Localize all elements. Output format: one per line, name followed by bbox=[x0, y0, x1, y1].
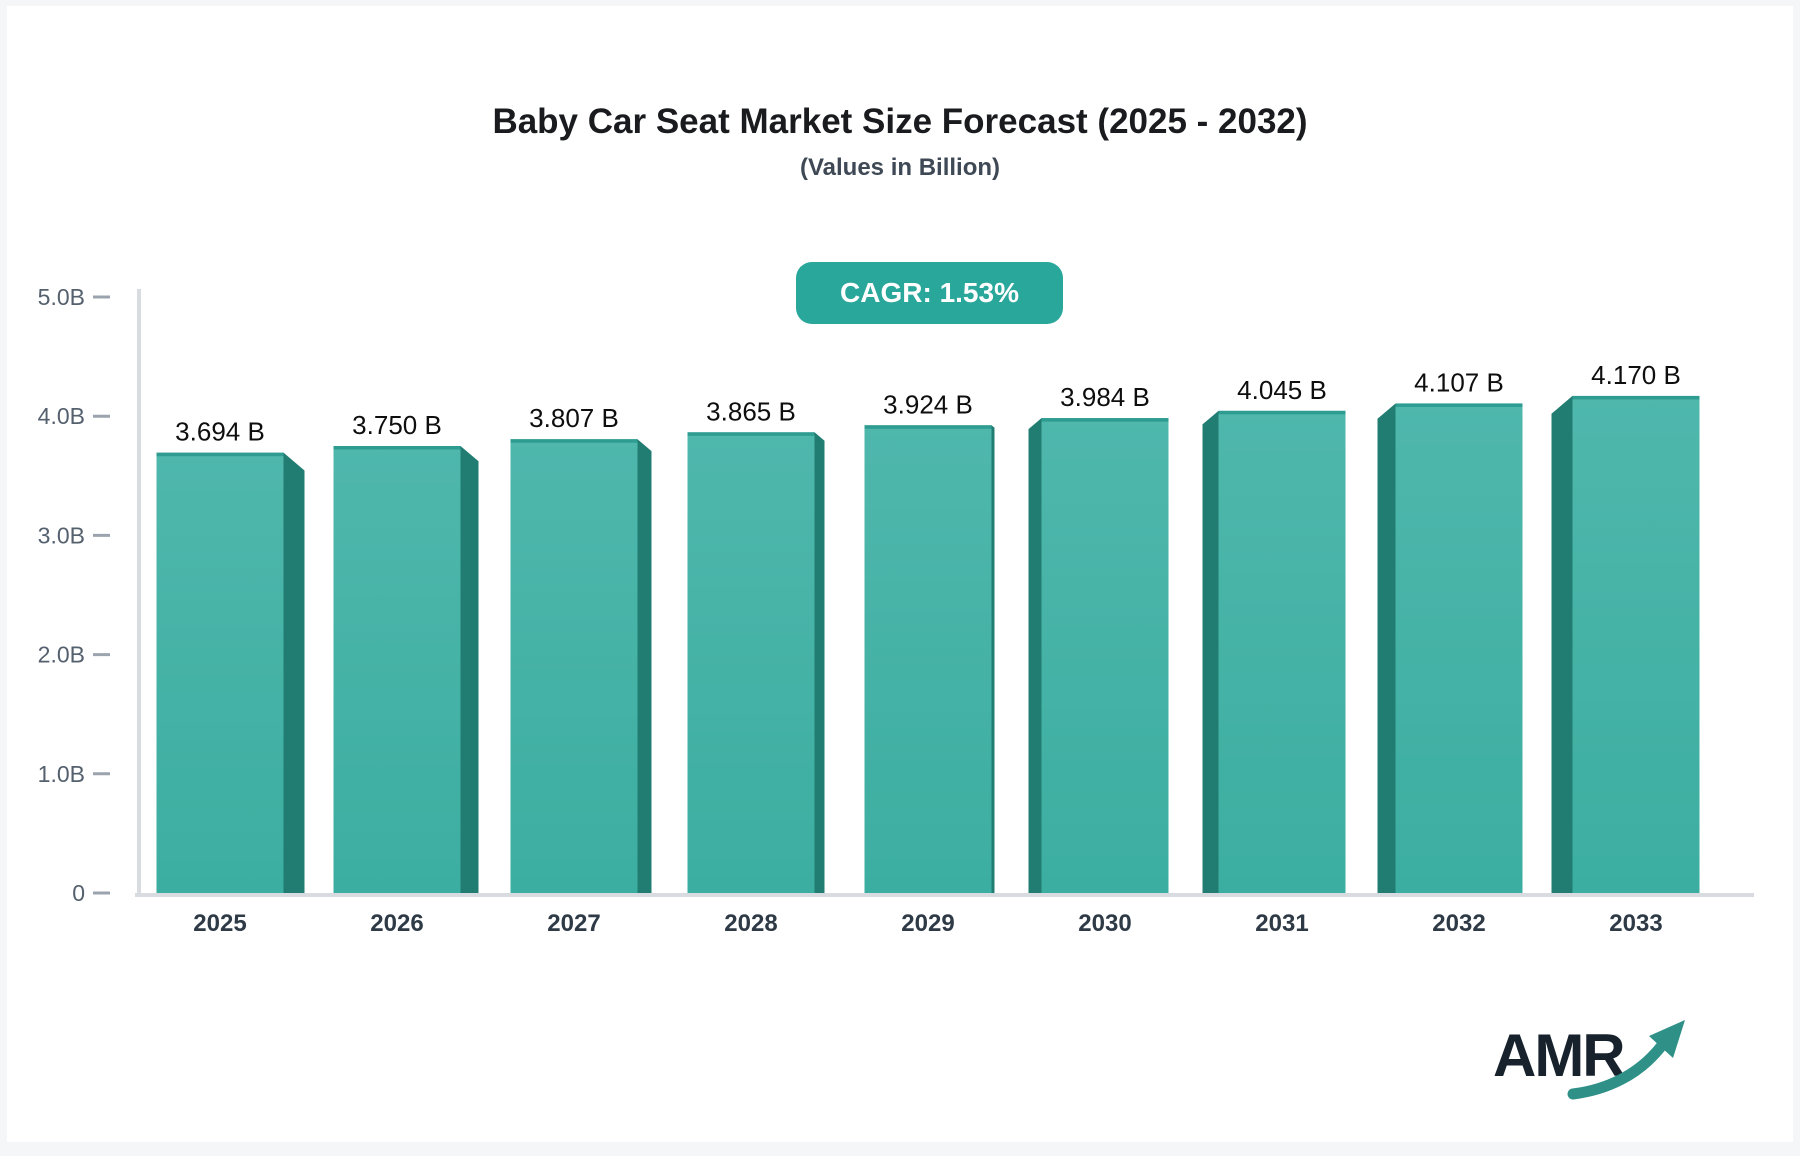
bar-side-2030 bbox=[1028, 418, 1042, 893]
chart-card: Baby Car Seat Market Size Forecast (2025… bbox=[7, 6, 1793, 1142]
bar-side-2028 bbox=[814, 432, 825, 893]
bar-value-label-2031: 4.045 B bbox=[1237, 375, 1327, 405]
chart-subtitle: (Values in Billion) bbox=[799, 154, 1001, 181]
x-tick-label-2027: 2027 bbox=[547, 910, 600, 937]
bar-top-edge-2027 bbox=[510, 439, 638, 443]
bar-value-label-2033: 4.170 B bbox=[1591, 360, 1681, 390]
chart-title: Baby Car Seat Market Size Forecast (2025… bbox=[492, 102, 1308, 141]
x-tick-label-2028: 2028 bbox=[724, 910, 777, 937]
bar-value-label-2026: 3.750 B bbox=[352, 410, 442, 440]
x-tick-label-2026: 2026 bbox=[370, 910, 423, 937]
bar-top-edge-2028 bbox=[687, 432, 815, 436]
y-tick-label: 1.0B bbox=[38, 761, 85, 787]
bar-top-edge-2031 bbox=[1218, 410, 1346, 415]
bar-top-edge-2029 bbox=[864, 425, 992, 429]
x-tick-label-2025: 2025 bbox=[193, 910, 246, 937]
bar-value-label-2029: 3.924 B bbox=[883, 389, 973, 419]
bar-side-2033 bbox=[1551, 395, 1573, 893]
cagr-badge: CAGR: 1.53% bbox=[796, 262, 1063, 324]
bar-side-2025 bbox=[283, 452, 305, 893]
bar-top-edge-2032 bbox=[1395, 403, 1523, 407]
bar-2028 bbox=[687, 432, 815, 893]
bar-2027 bbox=[510, 439, 638, 893]
bar-2031 bbox=[1218, 410, 1346, 893]
bar-side-2031 bbox=[1202, 410, 1219, 893]
bar-2025 bbox=[156, 452, 284, 893]
amr-logo: AMR bbox=[1493, 1014, 1685, 1100]
bar-2032 bbox=[1395, 403, 1523, 893]
bar-top-edge-2030 bbox=[1041, 418, 1169, 422]
bar-value-label-2032: 4.107 B bbox=[1414, 367, 1504, 397]
bar-top-edge-2033 bbox=[1572, 395, 1700, 400]
bar-2030 bbox=[1041, 418, 1169, 893]
growth-arrow-icon bbox=[1567, 1020, 1685, 1100]
x-tick-label-2030: 2030 bbox=[1078, 910, 1131, 937]
bar-2029 bbox=[864, 425, 992, 893]
bar-2026 bbox=[333, 446, 461, 893]
cagr-badge-label: CAGR: 1.53% bbox=[840, 277, 1019, 308]
x-tick-label-2031: 2031 bbox=[1255, 910, 1308, 937]
bar-side-2027 bbox=[637, 439, 652, 893]
y-tick-label: 0 bbox=[72, 880, 85, 906]
bar-value-label-2028: 3.865 B bbox=[706, 396, 796, 426]
bar-value-label-2025: 3.694 B bbox=[175, 417, 265, 447]
x-tick-label-2029: 2029 bbox=[901, 910, 954, 937]
bar-side-2029 bbox=[991, 425, 995, 893]
y-tick-label: 3.0B bbox=[38, 522, 85, 548]
y-tick-label: 2.0B bbox=[38, 642, 85, 668]
bar-value-label-2030: 3.984 B bbox=[1060, 382, 1150, 412]
amr-logo-text: AMR bbox=[1493, 1022, 1626, 1089]
bar-value-label-2027: 3.807 B bbox=[529, 403, 619, 433]
bar-top-edge-2025 bbox=[156, 452, 284, 457]
bar-top-edge-2026 bbox=[333, 446, 461, 450]
bar-side-2026 bbox=[460, 446, 479, 893]
y-tick-label: 5.0B bbox=[38, 284, 85, 310]
bar-side-2032 bbox=[1377, 403, 1396, 893]
bar-chart: 0 1.0B 2.0B 3.0B 4.0B 5.0B 3.694 B 2025 3.750 B 2… bbox=[38, 284, 1754, 937]
x-tick-label-2032: 2032 bbox=[1432, 910, 1485, 937]
bar-2033 bbox=[1572, 395, 1700, 893]
x-tick-label-2033: 2033 bbox=[1609, 910, 1662, 937]
y-tick-label: 4.0B bbox=[38, 403, 85, 429]
